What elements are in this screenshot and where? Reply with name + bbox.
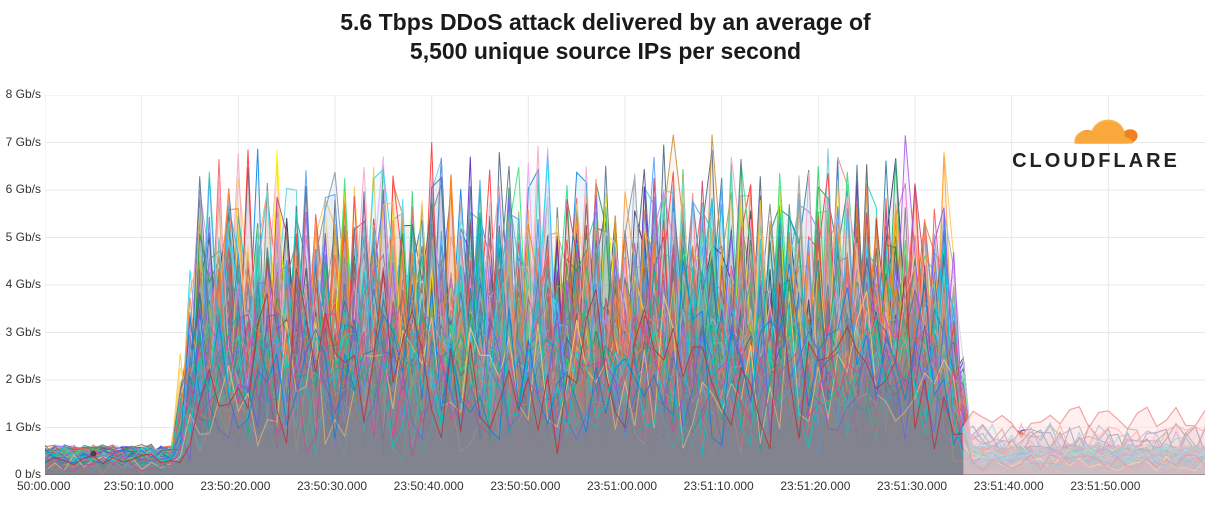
x-tick-label: 23:51:10.000 (684, 479, 754, 493)
plot-svg (45, 95, 1205, 475)
x-tick-label: 23:50:50.000 (490, 479, 560, 493)
y-tick-label: 5 Gb/s (6, 230, 41, 244)
x-tick-label: 23:51:20.000 (780, 479, 850, 493)
x-tick-label: 50:00.000 (17, 479, 70, 493)
x-tick-label: 23:50:30.000 (297, 479, 367, 493)
y-tick-label: 2 Gb/s (6, 372, 41, 386)
y-tick-label: 8 Gb/s (6, 87, 41, 101)
y-tick-label: 4 Gb/s (6, 277, 41, 291)
x-tick-label: 23:51:00.000 (587, 479, 657, 493)
chart-figure: 5.6 Tbps DDoS attack delivered by an ave… (0, 0, 1211, 508)
x-tick-label: 23:51:50.000 (1070, 479, 1140, 493)
plot-area (45, 95, 1205, 475)
y-tick-label: 1 Gb/s (6, 420, 41, 434)
y-tick-label: 6 Gb/s (6, 182, 41, 196)
chart-title: 5.6 Tbps DDoS attack delivered by an ave… (0, 0, 1211, 66)
y-tick-label: 7 Gb/s (6, 135, 41, 149)
x-tick-label: 23:50:40.000 (394, 479, 464, 493)
x-tick-label: 23:51:30.000 (877, 479, 947, 493)
x-tick-label: 23:50:10.000 (104, 479, 174, 493)
x-tick-label: 23:50:20.000 (200, 479, 270, 493)
y-tick-label: 3 Gb/s (6, 325, 41, 339)
chart-title-line2: 5,500 unique source IPs per second (0, 37, 1211, 66)
chart-title-line1: 5.6 Tbps DDoS attack delivered by an ave… (0, 8, 1211, 37)
x-tick-label: 23:51:40.000 (974, 479, 1044, 493)
